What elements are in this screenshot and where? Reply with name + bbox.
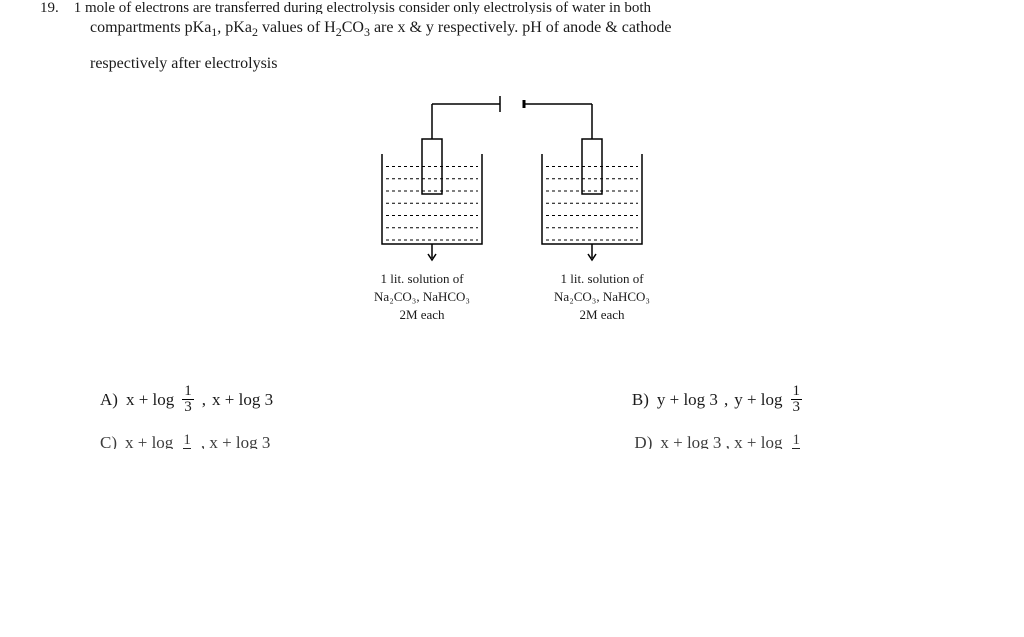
option-b: B) y + log 3 , y + log 1 3	[632, 384, 804, 415]
options-row-2-partial: C) x + log 1 , x + log 3 D) x + log 3 , …	[40, 433, 984, 449]
question-text: compartments pKa1, pKa2 values of H2CO3 …	[40, 14, 984, 79]
question-cutoff-line: 19. 1 mole of electrons are transferred …	[40, 0, 984, 14]
option-d-partial: D) x + log 3 , x + log 1	[634, 433, 804, 449]
option-c-partial: C) x + log 1 , x + log 3	[100, 433, 270, 449]
beaker-left-label: 1 lit. solution of Na₂CO₃, NaHCO₃ 2M eac…	[362, 270, 482, 325]
beaker-right-label: 1 lit. solution of Na₂CO₃, NaHCO₃ 2M eac…	[542, 270, 662, 325]
option-a: A) x + log 1 3 , x + log 3	[100, 384, 273, 415]
question-number	[40, 14, 70, 79]
electrolysis-diagram	[332, 94, 692, 264]
question-line-2: respectively after electrolysis	[90, 50, 984, 79]
question-line-1: compartments pKa1, pKa2 values of H2CO3 …	[90, 14, 984, 44]
options-row-1: A) x + log 1 3 , x + log 3 B) y + log 3 …	[40, 384, 984, 415]
